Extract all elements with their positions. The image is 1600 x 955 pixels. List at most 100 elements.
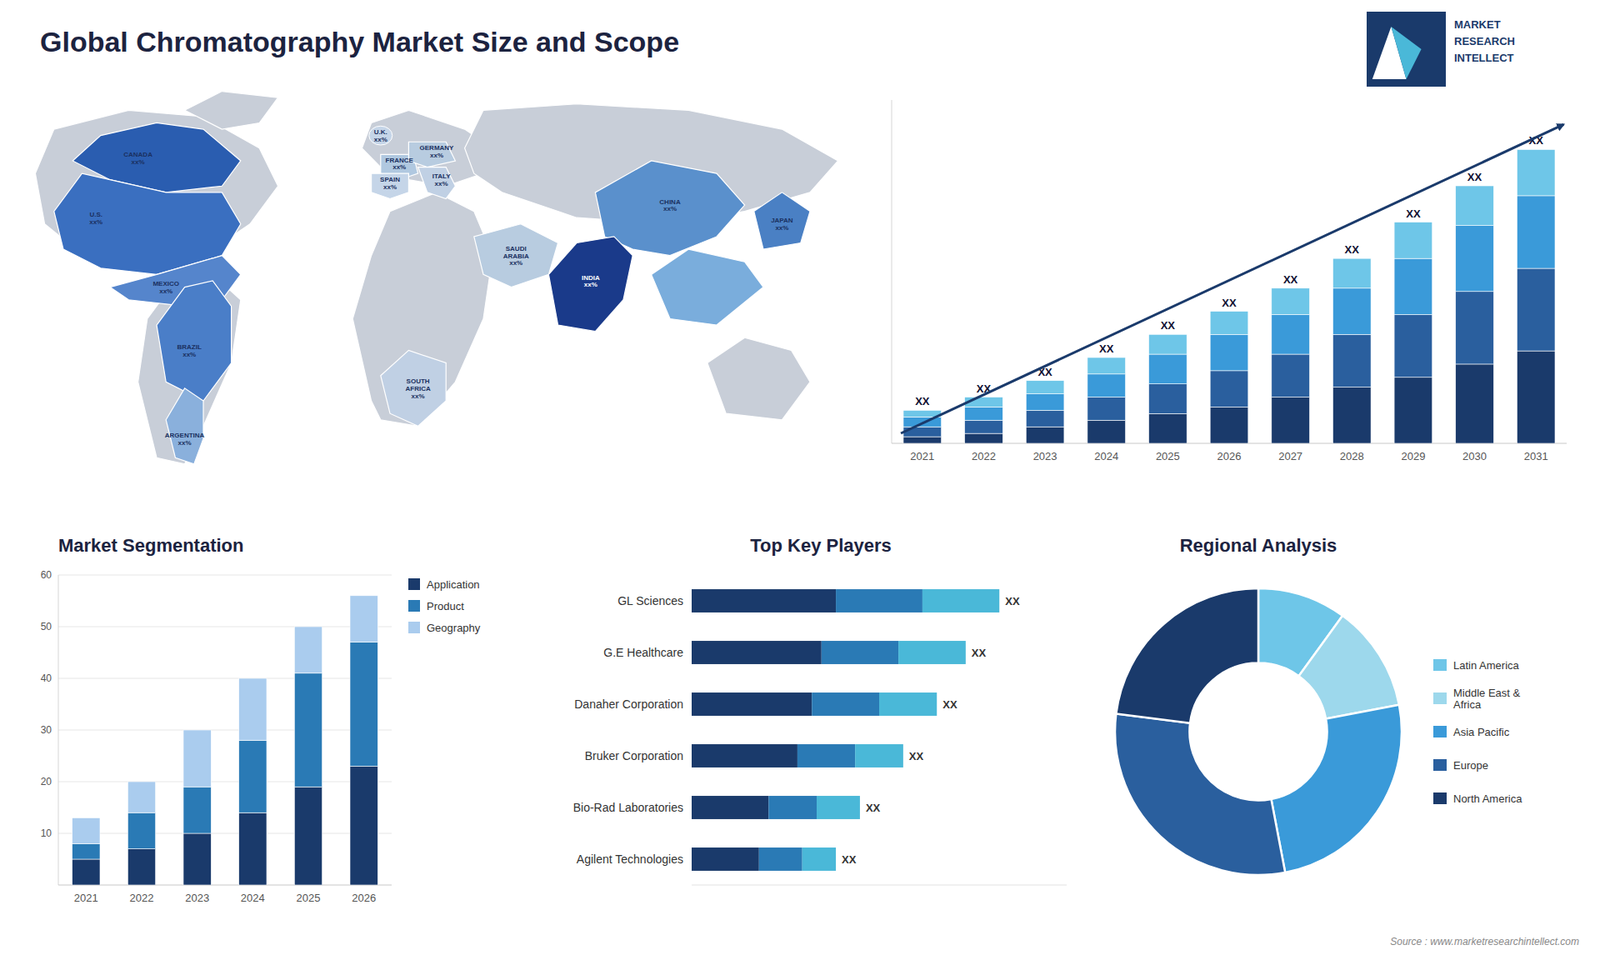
map-label: SAUDIARABIAxx% bbox=[503, 244, 530, 267]
text-line: xx% bbox=[392, 163, 406, 171]
x-tick-label: 2024 bbox=[1094, 450, 1119, 463]
bar-segment bbox=[1394, 222, 1433, 260]
text-line: U.S. bbox=[89, 210, 103, 218]
text-line: xx% bbox=[663, 205, 677, 213]
bar-segment bbox=[1149, 354, 1188, 385]
bar-annotation: XX bbox=[865, 801, 881, 815]
map-label: CANADAxx% bbox=[123, 150, 153, 165]
legend-label: North America bbox=[1453, 792, 1523, 805]
map-label: INDIAxx% bbox=[581, 273, 600, 289]
bar-segment bbox=[797, 744, 855, 768]
bar-segment bbox=[855, 744, 904, 768]
bar-segment bbox=[768, 795, 817, 820]
y-axis-line bbox=[58, 575, 60, 885]
bar-annotation: XX bbox=[1345, 243, 1360, 256]
bar-segment bbox=[1516, 350, 1555, 444]
x-axis-line bbox=[58, 885, 392, 886]
bar-segment bbox=[1149, 413, 1188, 444]
bar-segment bbox=[1025, 426, 1065, 444]
bar-segment bbox=[1087, 420, 1126, 444]
bar-segment bbox=[1516, 268, 1555, 351]
map-label: FRANCExx% bbox=[385, 155, 415, 171]
bar-segment bbox=[759, 847, 803, 871]
bar-segment bbox=[294, 626, 322, 674]
text-line: xx% bbox=[775, 224, 789, 232]
y-tick-label: Bio-Rad Laboratories bbox=[573, 800, 684, 815]
bar-annotation: XX bbox=[1005, 595, 1020, 608]
page: Global Chromatography Market Size and Sc… bbox=[0, 0, 1600, 955]
bar-segment bbox=[1271, 288, 1310, 315]
bar-segment bbox=[1332, 334, 1371, 387]
bar-segment bbox=[965, 433, 1004, 444]
text-line: BRAZIL bbox=[177, 342, 202, 350]
bar-segment bbox=[239, 812, 267, 885]
donut-slice bbox=[1299, 615, 1400, 720]
x-tick-label: 2021 bbox=[910, 450, 935, 463]
country bbox=[474, 224, 559, 288]
text-line: AFRICA bbox=[405, 384, 430, 392]
x-tick-label: 2022 bbox=[130, 891, 155, 905]
continent bbox=[352, 192, 493, 426]
logo-text: MARKET bbox=[1454, 18, 1501, 31]
bar-segment bbox=[691, 847, 760, 871]
bar-segment bbox=[1149, 384, 1188, 415]
text-line: xx% bbox=[89, 217, 103, 225]
x-tick-label: 2022 bbox=[971, 450, 996, 463]
y-tick-label: 30 bbox=[40, 724, 53, 736]
bar-segment bbox=[1271, 354, 1310, 398]
bar-segment bbox=[965, 420, 1004, 434]
text-line: xx% bbox=[435, 180, 449, 188]
map-label: U.S.xx% bbox=[89, 210, 103, 225]
text-line: xx% bbox=[383, 182, 397, 190]
bar-segment bbox=[72, 817, 100, 844]
country bbox=[754, 192, 810, 250]
bar-segment bbox=[1455, 291, 1495, 365]
legend-swatch bbox=[1433, 725, 1447, 738]
bar-segment bbox=[350, 595, 378, 643]
bar-segment bbox=[1516, 195, 1555, 269]
bar-annotation: XX bbox=[1405, 207, 1421, 220]
chart-title: Top Key Players bbox=[750, 535, 892, 556]
map-label: ITALYxx% bbox=[432, 172, 451, 188]
grid-line bbox=[58, 678, 392, 680]
bar-segment bbox=[1210, 311, 1249, 335]
country bbox=[408, 141, 455, 167]
bar-segment bbox=[816, 795, 860, 820]
map-label: SPAINxx% bbox=[380, 175, 400, 191]
text-line: INDIA bbox=[581, 273, 600, 281]
bar-segment bbox=[127, 849, 155, 885]
bar-segment bbox=[1394, 377, 1433, 444]
legend-label: Europe bbox=[1453, 759, 1489, 772]
text-line: Middle East & bbox=[1453, 685, 1521, 699]
bar-segment bbox=[1210, 334, 1249, 371]
x-tick-label: 2024 bbox=[240, 891, 265, 905]
bar-segment bbox=[1087, 357, 1126, 375]
legend-label: Application bbox=[426, 578, 480, 591]
country bbox=[418, 167, 456, 200]
text-line: CANADA bbox=[123, 150, 153, 158]
bar-segment bbox=[183, 786, 211, 834]
bar-segment bbox=[183, 730, 211, 787]
logo: MARKETRESEARCHINTELLECT bbox=[1366, 11, 1515, 87]
text-line: SAUDI bbox=[505, 244, 527, 252]
text-line: xx% bbox=[182, 350, 196, 358]
grid-line bbox=[58, 730, 392, 731]
map-label: ARGENTINAxx% bbox=[165, 431, 205, 447]
legend-swatch bbox=[1433, 759, 1447, 771]
chart-title: Regional Analysis bbox=[1180, 535, 1338, 556]
legend-label: Asia Pacific bbox=[1453, 725, 1510, 739]
y-tick-label: GL Sciences bbox=[617, 594, 684, 608]
bar-segment bbox=[1025, 380, 1065, 395]
text-line: ARABIA bbox=[503, 251, 530, 260]
text-line: JAPAN bbox=[770, 216, 794, 225]
grid-line bbox=[58, 575, 392, 576]
legend-swatch bbox=[1433, 792, 1447, 805]
donut bbox=[1115, 588, 1402, 875]
text-line: xx% bbox=[374, 135, 388, 144]
y-tick-label: 20 bbox=[40, 775, 53, 788]
bar-segment bbox=[1332, 288, 1371, 335]
bar-segment bbox=[350, 765, 378, 885]
x-tick-label: 2025 bbox=[296, 891, 321, 905]
text-line: xx% bbox=[430, 150, 444, 159]
y-tick-label: 50 bbox=[40, 620, 53, 633]
